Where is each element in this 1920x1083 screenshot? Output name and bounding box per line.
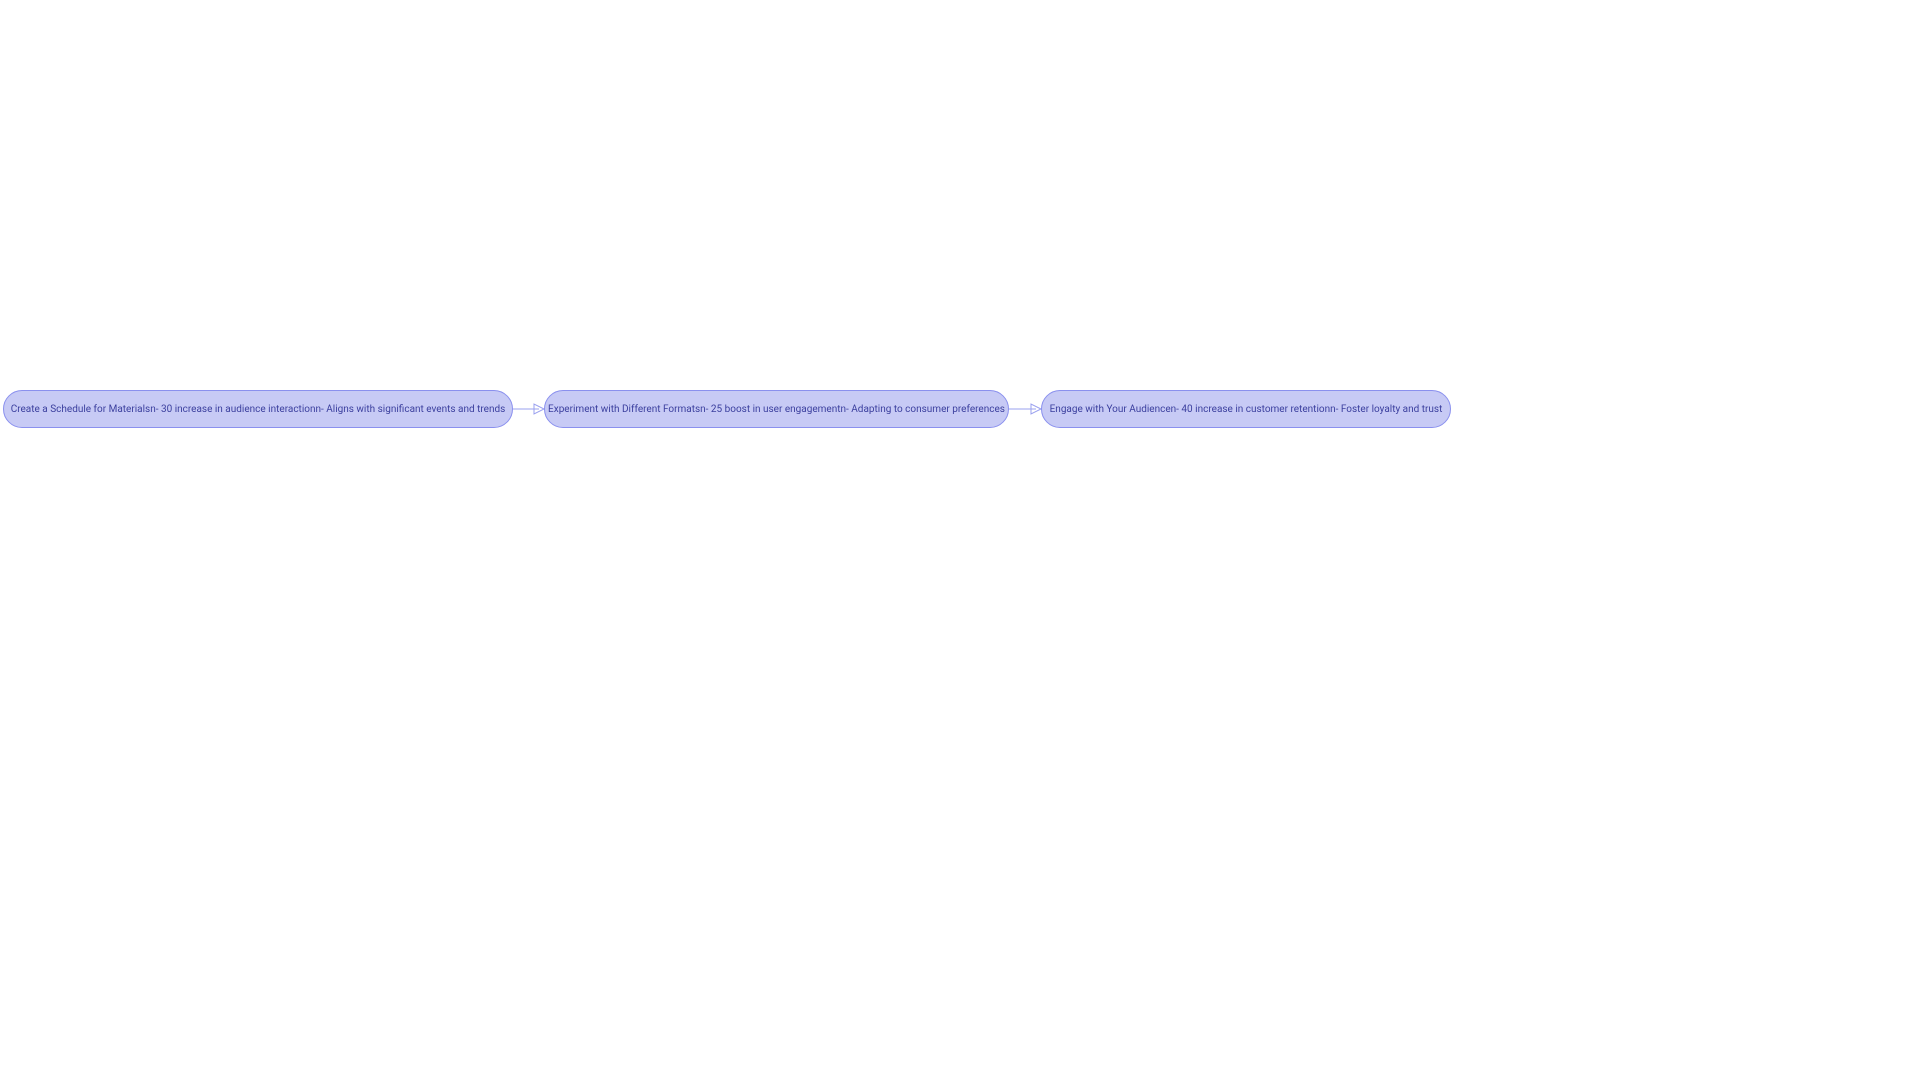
flow-node-label: Engage with Your Audiencen- 40 increase … (1050, 404, 1443, 415)
flow-arrowhead-2 (1031, 404, 1041, 414)
flow-node-1: Create a Schedule for Materialsn- 30 inc… (3, 390, 513, 428)
flow-arrowhead-1 (534, 404, 544, 414)
flow-node-label: Experiment with Different Formatsn- 25 b… (548, 404, 1005, 415)
flow-node-2: Experiment with Different Formatsn- 25 b… (544, 390, 1009, 428)
edges-layer (0, 0, 1920, 1083)
flow-node-3: Engage with Your Audiencen- 40 increase … (1041, 390, 1451, 428)
flow-node-label: Create a Schedule for Materialsn- 30 inc… (11, 404, 506, 415)
diagram-canvas: Create a Schedule for Materialsn- 30 inc… (0, 0, 1920, 1083)
